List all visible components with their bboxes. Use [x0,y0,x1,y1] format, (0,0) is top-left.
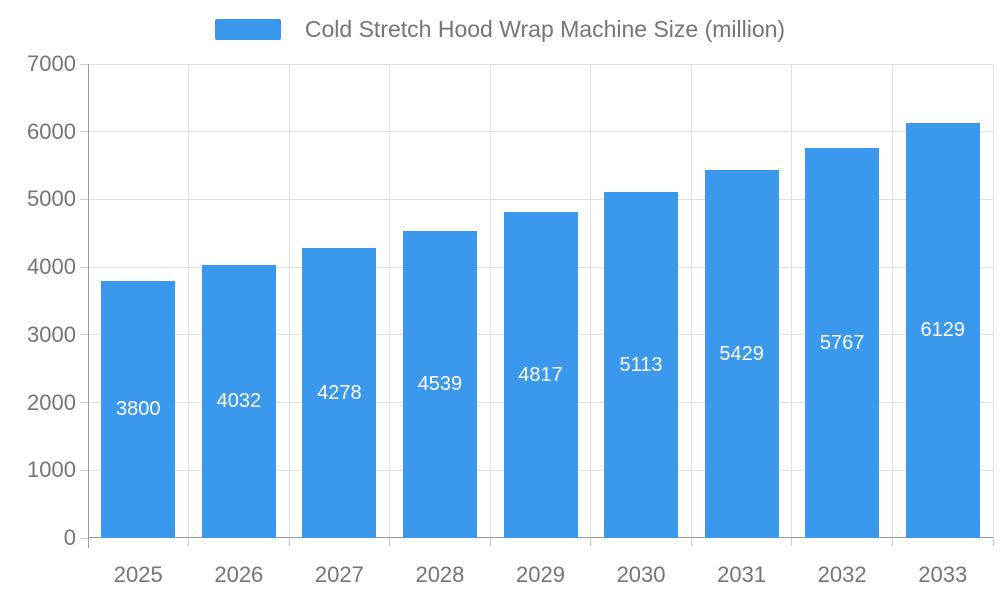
bar-value-label: 6129 [920,319,965,342]
grid-line-vertical [188,64,190,538]
bar-2025[interactable]: 3800 [101,280,176,538]
legend-label: Cold Stretch Hood Wrap Machine Size (mil… [304,16,786,42]
grid-line-vertical [992,64,994,538]
grid-line-vertical [489,64,491,538]
legend-swatch [214,19,281,40]
x-axis-label: 2025 [113,562,163,587]
y-axis-label: 6000 [27,118,76,144]
bar-2029[interactable]: 4817 [503,211,578,538]
bar-value-label: 4278 [317,382,362,405]
y-axis-tick [80,266,88,268]
y-axis-tick [80,537,88,539]
bar-value-label: 4817 [518,363,563,386]
y-axis-tick [80,334,88,336]
y-axis-tick [80,63,88,65]
y-axis-tick [80,402,88,404]
bar-2032[interactable]: 5767 [805,147,880,538]
grid-line-vertical [590,64,592,538]
x-axis-tick [188,538,190,546]
x-axis-label: 2031 [717,562,767,587]
y-axis-label: 7000 [27,51,76,76]
x-axis-label: 2030 [616,562,666,587]
bar-2028[interactable]: 4539 [402,230,477,538]
y-axis-label: 0 [63,525,76,550]
bar-value-label: 5113 [619,353,663,376]
x-axis-tick [791,538,793,546]
bar-2027[interactable]: 4278 [302,248,377,538]
x-axis-label: 2029 [516,562,565,587]
y-axis-label: 3000 [27,321,76,347]
x-axis-tick [992,538,994,546]
grid-line-vertical [791,64,793,538]
bar-2026[interactable]: 4032 [201,264,276,538]
x-axis-label: 2028 [415,562,465,587]
bar-value-label: 4539 [417,373,463,396]
grid-line-vertical [288,64,290,538]
grid-line-horizontal [88,198,993,200]
y-axis-label: 1000 [27,457,76,483]
grid-line-vertical [690,64,692,538]
grid-line-horizontal [88,131,993,133]
grid-line-horizontal [88,63,993,65]
bar-value-label: 5429 [719,343,764,366]
bar-2031[interactable]: 5429 [704,170,779,538]
bar-value-label: 5767 [819,331,865,354]
x-axis-tick [891,538,893,546]
bar-2033[interactable]: 6129 [905,122,980,538]
y-axis-tick [80,469,88,471]
y-axis-label: 5000 [27,186,76,212]
x-axis-tick [590,538,592,546]
grid-line-vertical [389,64,391,538]
x-axis-label: 2033 [918,562,968,587]
y-axis-tick [80,198,88,200]
y-axis-line [88,64,89,548]
x-axis-label: 2032 [817,562,867,587]
y-axis-label: 2000 [27,389,76,415]
x-axis-label: 2027 [314,562,364,587]
plot-area: 0 1000 2000 3000 4000 5000 6000 7000 3800 2025 403… [27,53,994,586]
y-axis-tick [80,131,88,133]
grid-line-vertical [891,64,893,538]
bar-value-label: 4032 [216,390,262,413]
bar-value-label: 3800 [116,398,161,421]
x-axis-tick [288,538,290,546]
x-axis-tick [690,538,692,546]
x-axis-tick [389,538,391,546]
bar-2030[interactable]: 5113 [604,191,679,538]
x-axis-label: 2026 [214,562,264,587]
x-axis-tick [489,538,491,546]
legend[interactable]: Cold Stretch Hood Wrap Machine Size (mil… [0,18,1000,41]
y-axis-label: 4000 [27,254,76,280]
